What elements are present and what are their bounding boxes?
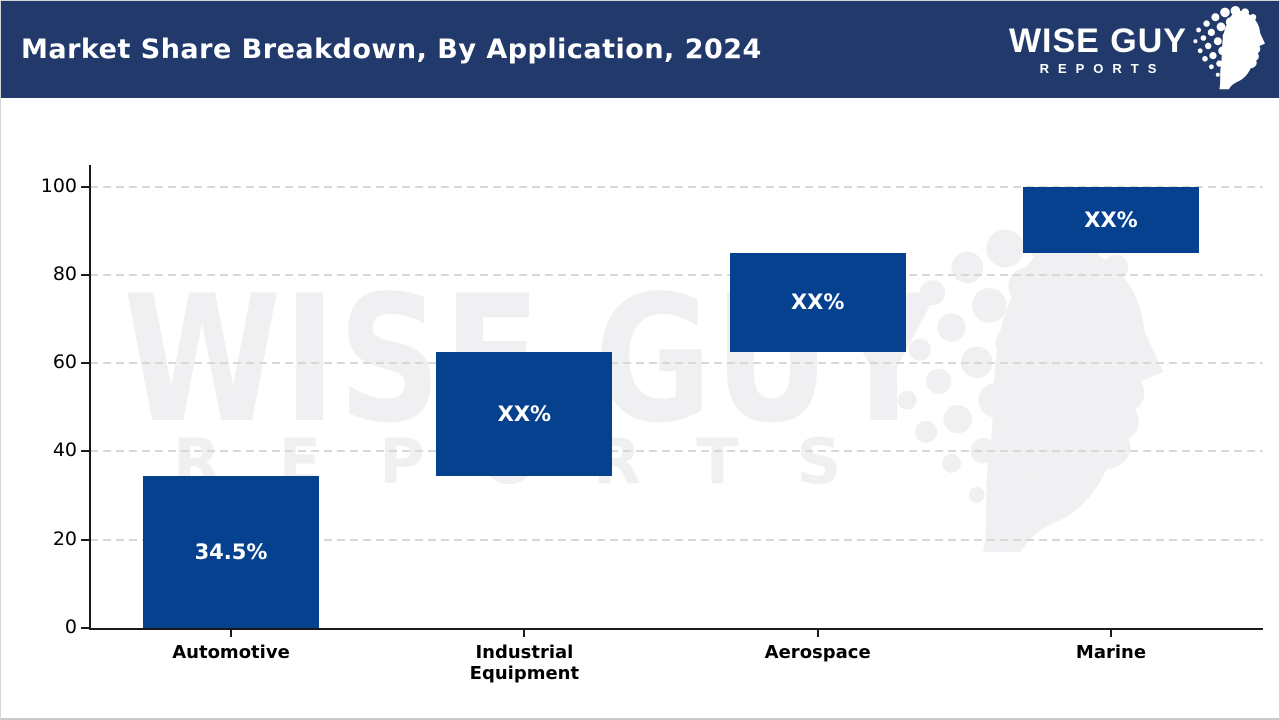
y-tick-60 <box>81 362 89 365</box>
x-category-label: Marine <box>1075 642 1147 663</box>
gridline-40 <box>90 450 1263 453</box>
y-tick-label: 0 <box>64 616 77 638</box>
x-tick-1 <box>523 629 526 637</box>
bar-value-label: XX% <box>497 401 552 426</box>
page-title: Market Share Breakdown, By Application, … <box>21 34 762 65</box>
x-category-label: Automotive <box>172 642 290 663</box>
y-tick-label: 60 <box>52 351 77 374</box>
x-tick-2 <box>816 629 819 637</box>
y-tick-80 <box>81 273 89 276</box>
y-axis-spine <box>89 165 91 630</box>
bar-automotive: 34.5% <box>143 475 319 628</box>
x-axis-spine <box>89 628 1263 630</box>
x-category-label: Industrial Equipment <box>469 642 580 684</box>
x-tick-0 <box>230 629 232 637</box>
gridline-20 <box>90 538 1263 541</box>
bar-industrial-equipment: XX% <box>436 352 613 476</box>
y-tick-label: 80 <box>52 262 77 285</box>
bar-value-label: 34.5% <box>194 539 268 564</box>
brand-logo: WISE GUY REPORTS <box>1009 5 1269 94</box>
brand-wordmark: WISE GUY REPORTS <box>1009 23 1187 77</box>
brand-subtitle: REPORTS <box>1039 60 1166 76</box>
y-tick-label: 20 <box>52 527 77 550</box>
wiseguy-head-icon <box>1193 5 1265 89</box>
bar-value-label: XX% <box>1084 207 1138 232</box>
watermark-head-icon <box>880 223 1164 552</box>
gridline-80 <box>90 273 1263 276</box>
gridline-100 <box>90 185 1263 188</box>
y-tick-label: 40 <box>52 439 77 462</box>
brand-name: WISE GUY <box>1008 21 1187 60</box>
x-tick-3 <box>1110 629 1112 637</box>
y-tick-label: 100 <box>40 174 77 197</box>
y-tick-100 <box>81 185 89 188</box>
bar-marine: XX% <box>1023 186 1199 253</box>
bar-aerospace: XX% <box>729 252 906 353</box>
bar-value-label: XX% <box>790 290 845 315</box>
y-tick-40 <box>81 450 89 453</box>
gridline-60 <box>90 362 1263 365</box>
y-tick-20 <box>81 538 89 541</box>
y-tick-0 <box>81 627 89 629</box>
x-category-label: Aerospace <box>764 642 871 663</box>
header-banner: Market Share Breakdown, By Application, … <box>1 1 1279 98</box>
